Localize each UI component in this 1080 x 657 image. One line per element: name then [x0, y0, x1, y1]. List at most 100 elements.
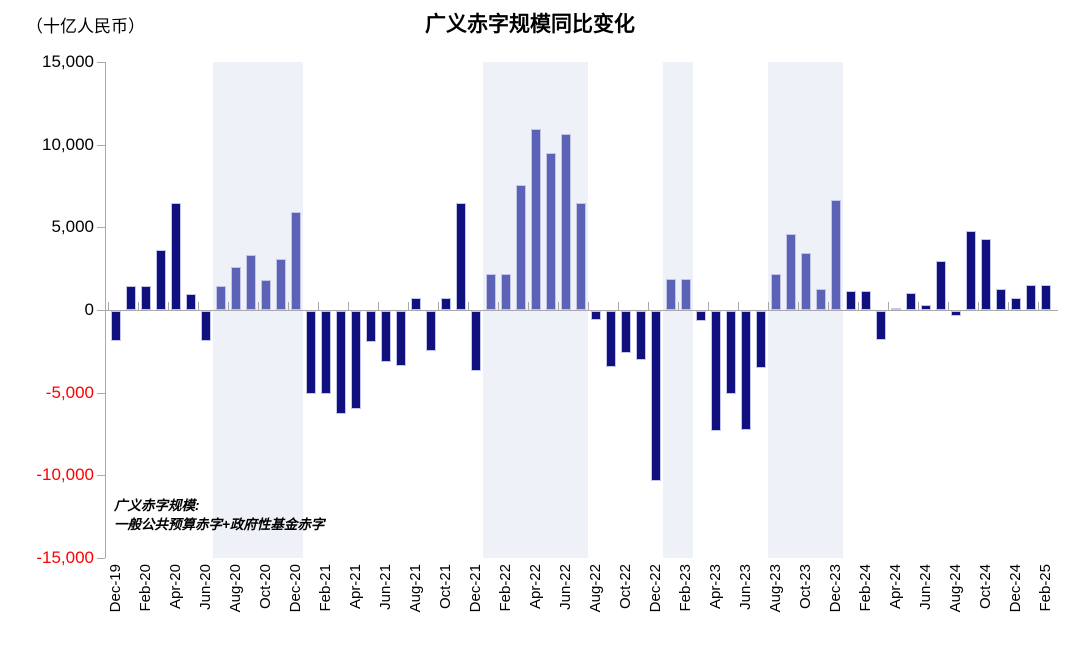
- x-axis-tick: [978, 302, 979, 311]
- bar-Oct-24: [980, 238, 991, 310]
- bar-Apr-23: [710, 311, 721, 431]
- chart-title: 广义赤字规模同比变化: [425, 13, 635, 36]
- x-tick-label: Feb-25: [1036, 564, 1054, 612]
- x-tick-label: Aug-23: [766, 564, 784, 613]
- x-axis-zero-line: [105, 310, 1058, 311]
- x-axis-tick: [498, 302, 499, 311]
- x-axis-tick: [588, 302, 589, 311]
- bar-Dec-24: [1010, 298, 1021, 310]
- bar-Aug-21: [410, 298, 421, 310]
- bar-Nov-20: [275, 258, 286, 310]
- bar-Apr-24: [890, 307, 901, 310]
- x-tick-label: Dec-23: [826, 564, 844, 613]
- bar-Jun-23: [740, 311, 751, 431]
- bar-Feb-20: [140, 286, 151, 310]
- bar-Jul-22: [575, 203, 586, 310]
- definition-annotation: 广义赤字规模: 一般公共预算赤字+政府性基金赤字: [114, 496, 324, 534]
- bar-Mar-24: [875, 311, 886, 340]
- bar-Dec-20: [290, 211, 301, 310]
- x-axis-tick: [708, 302, 709, 311]
- bar-Jun-24: [920, 305, 931, 310]
- bar-Nov-21: [455, 203, 466, 310]
- annotation-line-2: 一般公共预算赤字+政府性基金赤字: [114, 517, 325, 532]
- y-tick-label: -15,000: [36, 547, 94, 567]
- y-axis-tick: [97, 392, 105, 394]
- x-tick-label: Feb-24: [856, 564, 874, 612]
- bar-Mar-21: [335, 311, 346, 415]
- x-axis-tick: [378, 302, 379, 311]
- x-axis-tick: [228, 302, 229, 311]
- bar-Sep-24: [965, 231, 976, 310]
- bar-May-22: [545, 152, 556, 310]
- x-tick-label: Feb-20: [136, 564, 154, 612]
- bar-Dec-19: [110, 311, 121, 341]
- x-axis-tick: [288, 302, 289, 311]
- bar-Jan-23: [665, 278, 676, 310]
- x-axis-tick: [408, 302, 409, 311]
- bar-Apr-20: [170, 202, 181, 310]
- x-tick-label: Dec-22: [646, 564, 664, 613]
- bar-May-21: [365, 311, 376, 343]
- bar-Aug-20: [230, 267, 241, 310]
- bar-Sep-23: [785, 233, 796, 310]
- x-axis-tick: [1008, 302, 1009, 311]
- x-tick-label: Oct-24: [976, 564, 994, 610]
- x-tick-label: Oct-21: [436, 564, 454, 610]
- y-axis-tick: [97, 62, 105, 64]
- bar-Jul-21: [395, 311, 406, 366]
- x-axis-tick: [558, 302, 559, 311]
- x-axis-tick: [738, 302, 739, 311]
- x-tick-label: Aug-22: [586, 564, 604, 613]
- bar-Jan-24: [845, 290, 856, 310]
- x-tick-label: Apr-21: [346, 564, 364, 610]
- x-axis-tick: [648, 302, 649, 311]
- bar-May-20: [185, 294, 196, 310]
- x-axis-tick: [828, 302, 829, 311]
- x-tick-label: Feb-22: [496, 564, 514, 612]
- bar-Nov-22: [635, 311, 646, 360]
- x-axis-tick: [198, 302, 199, 311]
- y-axis-unit-label: （十亿人民币）: [26, 17, 145, 36]
- x-axis-tick: [768, 302, 769, 311]
- bar-Mar-22: [515, 185, 526, 310]
- y-axis-tick: [97, 557, 105, 559]
- x-tick-label: Apr-20: [166, 564, 184, 610]
- x-tick-label: Aug-24: [946, 564, 964, 613]
- bar-Dec-21: [470, 311, 481, 372]
- bar-Jun-22: [560, 133, 571, 310]
- y-axis-tick: [97, 475, 105, 477]
- x-tick-label: Oct-20: [256, 564, 274, 610]
- y-tick-label: 15,000: [42, 52, 94, 72]
- bar-Aug-22: [590, 311, 601, 321]
- bar-Jun-20: [200, 311, 211, 341]
- x-tick-label: Dec-19: [106, 564, 124, 613]
- bar-Nov-23: [815, 288, 826, 310]
- x-axis-tick: [678, 302, 679, 311]
- bar-Sep-22: [605, 311, 616, 368]
- x-tick-label: Jun-22: [556, 564, 574, 610]
- x-axis-tick: [618, 302, 619, 311]
- bar-Mar-20: [155, 250, 166, 310]
- y-tick-label: -10,000: [36, 465, 94, 485]
- bar-Jan-25: [1025, 285, 1036, 310]
- bar-Nov-24: [995, 289, 1006, 310]
- bar-Sep-20: [245, 254, 256, 310]
- bar-Jan-22: [485, 273, 496, 310]
- x-axis-tick: [318, 302, 319, 311]
- x-tick-label: Oct-22: [616, 564, 634, 610]
- bar-Oct-23: [800, 252, 811, 310]
- bar-Jul-20: [215, 286, 226, 310]
- x-axis-tick: [348, 302, 349, 311]
- x-tick-label: Feb-23: [676, 564, 694, 612]
- x-axis-tick: [468, 302, 469, 311]
- x-tick-label: Feb-21: [316, 564, 334, 612]
- bar-Jan-21: [305, 311, 316, 394]
- x-tick-label: Aug-21: [406, 564, 424, 613]
- bar-Sep-21: [425, 311, 436, 351]
- y-axis-tick: [97, 227, 105, 229]
- x-axis-tick: [258, 302, 259, 311]
- bar-Apr-22: [530, 128, 541, 310]
- x-axis-tick: [918, 302, 919, 311]
- x-axis-tick: [798, 302, 799, 311]
- x-tick-label: Jun-21: [376, 564, 394, 610]
